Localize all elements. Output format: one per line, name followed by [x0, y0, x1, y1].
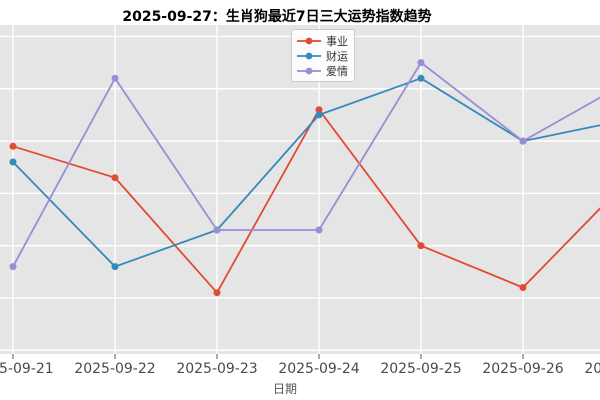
- data-point-事业: [9, 142, 17, 150]
- data-point-爱情: [315, 226, 323, 234]
- data-point-事业: [213, 289, 221, 297]
- legend-item-爱情: 爱情: [296, 63, 348, 78]
- data-point-爱情: [213, 226, 221, 234]
- data-point-事业: [417, 242, 425, 250]
- x-tick-label: 2025-09-26: [482, 361, 564, 377]
- x-axis-title: 日期: [272, 382, 298, 396]
- data-point-爱情: [417, 59, 425, 67]
- data-point-事业: [111, 174, 119, 182]
- data-point-财运: [315, 111, 323, 119]
- data-point-爱情: [111, 74, 119, 82]
- x-tick-label: 2025-09-25: [380, 361, 462, 377]
- data-point-财运: [111, 263, 119, 271]
- x-tick-label: 2025-09-23: [176, 361, 258, 377]
- series-line-爱情: [12, 61, 600, 268]
- series-line-财运: [12, 77, 600, 268]
- legend-item-财运: 财运: [296, 48, 348, 63]
- series-line-事业: [12, 108, 600, 294]
- data-point-事业: [315, 106, 323, 114]
- legend: 事业 财运 爱情: [291, 29, 355, 82]
- x-tick-label: 2025-09-24: [278, 361, 360, 377]
- legend-item-事业: 事业: [296, 33, 348, 48]
- data-point-事业: [519, 284, 527, 291]
- x-tick-label: 2025-09-22: [74, 361, 156, 377]
- data-point-爱情: [9, 263, 17, 271]
- legend-line-marker-icon: [297, 67, 321, 74]
- data-point-财运: [417, 74, 425, 82]
- legend-label: 爱情: [326, 64, 348, 78]
- legend-line-marker-icon: [297, 52, 321, 59]
- legend-label: 事业: [326, 34, 348, 48]
- data-point-爱情: [519, 137, 527, 145]
- legend-label: 财运: [326, 49, 348, 63]
- x-tick-label: 2025-09-27: [584, 361, 600, 377]
- data-point-财运: [9, 158, 17, 166]
- legend-line-marker-icon: [297, 37, 321, 44]
- x-tick-label: 2025-09-21: [0, 361, 54, 377]
- chart-title: 2025-09-27：生肖狗最近7日三大运势指数趋势: [122, 9, 432, 25]
